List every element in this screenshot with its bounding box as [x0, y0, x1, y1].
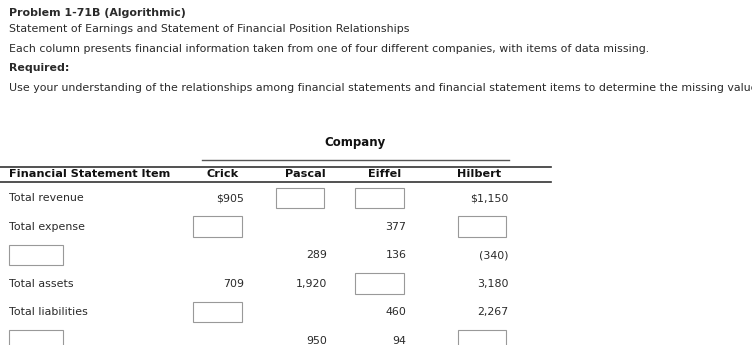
Text: 950: 950: [306, 335, 327, 345]
Text: 94: 94: [393, 335, 406, 345]
Text: 2,267: 2,267: [478, 307, 509, 317]
Text: $905: $905: [217, 193, 244, 203]
FancyBboxPatch shape: [457, 330, 506, 345]
FancyBboxPatch shape: [457, 216, 506, 237]
Text: 3,180: 3,180: [478, 278, 509, 288]
Text: Financial Statement Item: Financial Statement Item: [8, 169, 170, 179]
Text: (340): (340): [479, 250, 509, 260]
FancyBboxPatch shape: [276, 188, 324, 208]
Text: Total expense: Total expense: [8, 221, 84, 231]
FancyBboxPatch shape: [8, 245, 62, 265]
FancyBboxPatch shape: [355, 273, 404, 294]
Text: Hilbert: Hilbert: [457, 169, 501, 179]
Text: 460: 460: [386, 307, 406, 317]
Text: $1,150: $1,150: [470, 193, 509, 203]
Text: Statement of Earnings and Statement of Financial Position Relationships: Statement of Earnings and Statement of F…: [8, 23, 409, 33]
Text: Use your understanding of the relationships among financial statements and finan: Use your understanding of the relationsh…: [8, 83, 752, 93]
FancyBboxPatch shape: [355, 188, 404, 208]
Text: 709: 709: [223, 278, 244, 288]
FancyBboxPatch shape: [193, 216, 241, 237]
Text: Total assets: Total assets: [8, 278, 73, 288]
Text: Eiffel: Eiffel: [368, 169, 402, 179]
Text: 377: 377: [386, 221, 406, 231]
FancyBboxPatch shape: [193, 302, 241, 323]
Text: Each column presents financial information taken from one of four different comp: Each column presents financial informati…: [8, 45, 649, 55]
Text: Total liabilities: Total liabilities: [8, 307, 87, 317]
Text: Pascal: Pascal: [285, 169, 326, 179]
Text: 136: 136: [386, 250, 406, 260]
Text: 1,920: 1,920: [296, 278, 327, 288]
Text: Required:: Required:: [8, 63, 69, 73]
Text: Company: Company: [325, 136, 386, 149]
Text: Crick: Crick: [207, 169, 239, 179]
Text: Problem 1-71B (Algorithmic): Problem 1-71B (Algorithmic): [8, 8, 186, 18]
Text: Total revenue: Total revenue: [8, 193, 83, 203]
FancyBboxPatch shape: [8, 330, 62, 345]
Text: 289: 289: [306, 250, 327, 260]
